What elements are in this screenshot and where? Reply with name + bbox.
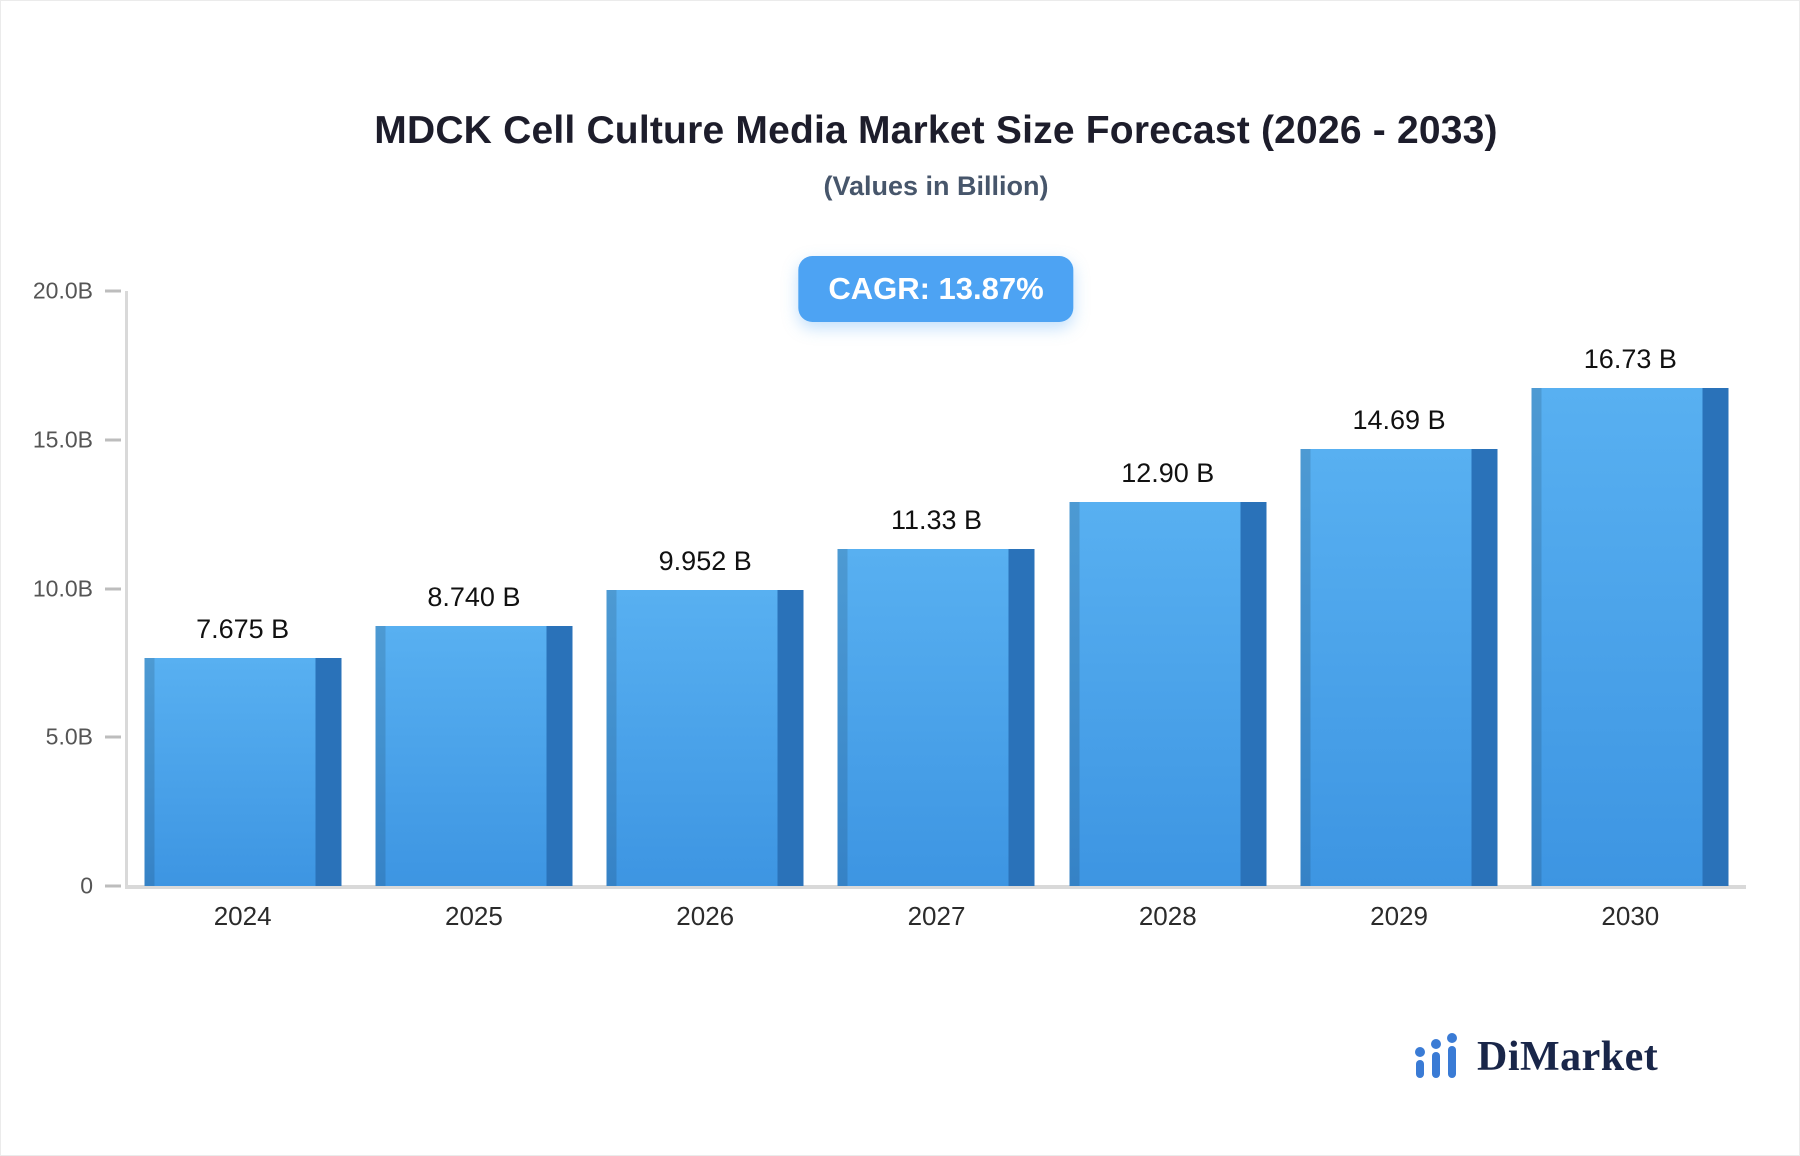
bar-column: 8.740 B [358,291,589,886]
bar: 14.69 B [1300,405,1498,887]
x-axis-line [125,885,1746,889]
bars-container: 7.675 B 8.740 B 9.952 B 11.33 B 12.90 B 14.69… [127,291,1746,887]
y-tick: 0 [5,873,121,900]
y-tick-mark [105,438,121,442]
bar-column: 7.675 B [127,291,358,887]
bar-value-label: 14.69 B [1352,404,1446,435]
bar-face [1300,448,1472,887]
bar-column: 12.90 B [1052,291,1283,886]
bar-chart-logo-icon [1415,1033,1457,1078]
y-tick-mark [105,884,121,888]
bar-side [1471,448,1498,886]
bar-value-label: 16.73 B [1583,344,1677,375]
y-tick-label: 20.0B [32,277,93,304]
y-tick: 15.0B [5,426,121,453]
bar-side [1008,548,1035,886]
bar-side [777,589,804,886]
bar-value-label: 12.90 B [1121,458,1215,489]
logo: DiMarket [1411,1031,1658,1083]
y-tick-label: 15.0B [32,426,93,453]
y-tick: 10.0B [5,575,121,602]
bar-face [837,548,1009,887]
x-axis-labels: 2024 2025 2026 2027 2028 2029 2030 [127,901,1746,932]
chart-subtitle: (Values in Billion) [823,171,1049,201]
bar-column: 14.69 B [1283,291,1514,887]
bar-face [375,626,547,886]
bar-side [546,626,573,886]
bar-value-label: 11.33 B [890,504,983,535]
y-tick-mark [105,735,121,739]
y-tick-label: 10.0B [32,575,93,601]
cagr-badge: CAGR: 13.87% [798,256,1074,322]
bar-face [1531,388,1703,886]
bar-value-label: 7.675 B [196,613,290,644]
bar-face [606,589,778,887]
bar-column: 9.952 B [590,291,821,887]
x-axis-label: 2027 [907,901,966,931]
bar: 12.90 B [1069,458,1267,886]
bar-side [315,657,342,886]
x-axis-label: 2028 [1138,901,1197,931]
x-axis-label: 2029 [1370,901,1428,931]
y-tick: 20.0B [5,278,121,305]
bar-value-label: 9.952 B [658,545,752,576]
x-axis-label: 2030 [1601,901,1660,931]
y-tick-label: 5.0B [45,723,93,750]
bar-column: 16.73 B [1515,291,1746,886]
plot-area: 0 5.0B 10.0B 15.0B 20.0B 7.675 B 8.740 B 9.952… [33,278,1746,899]
y-axis-line [125,291,128,886]
logo-text: DiMarket [1477,1034,1659,1080]
y-tick: 5.0B [5,724,121,751]
y-tick-mark [105,587,121,590]
bar-column: 11.33 B [821,291,1052,887]
x-axis-label: 2026 [676,901,735,931]
chart-title: MDCK Cell Culture Media Market Size Fore… [374,109,1498,152]
bar: 11.33 B [837,505,1035,887]
bar-face [1069,502,1241,886]
x-axis-label: 2024 [213,901,272,931]
bar-side [1240,502,1267,886]
bar-face [144,657,316,887]
bar-side [1702,388,1729,886]
bar-value-label: 8.740 B [427,582,521,612]
bar: 9.952 B [606,546,804,887]
y-tick-label: 0 [80,872,93,899]
bar: 16.73 B [1531,344,1729,886]
y-tick-mark [105,289,121,293]
x-axis-label: 2025 [445,901,503,931]
bar: 7.675 B [144,614,342,887]
bar: 8.740 B [375,582,573,886]
